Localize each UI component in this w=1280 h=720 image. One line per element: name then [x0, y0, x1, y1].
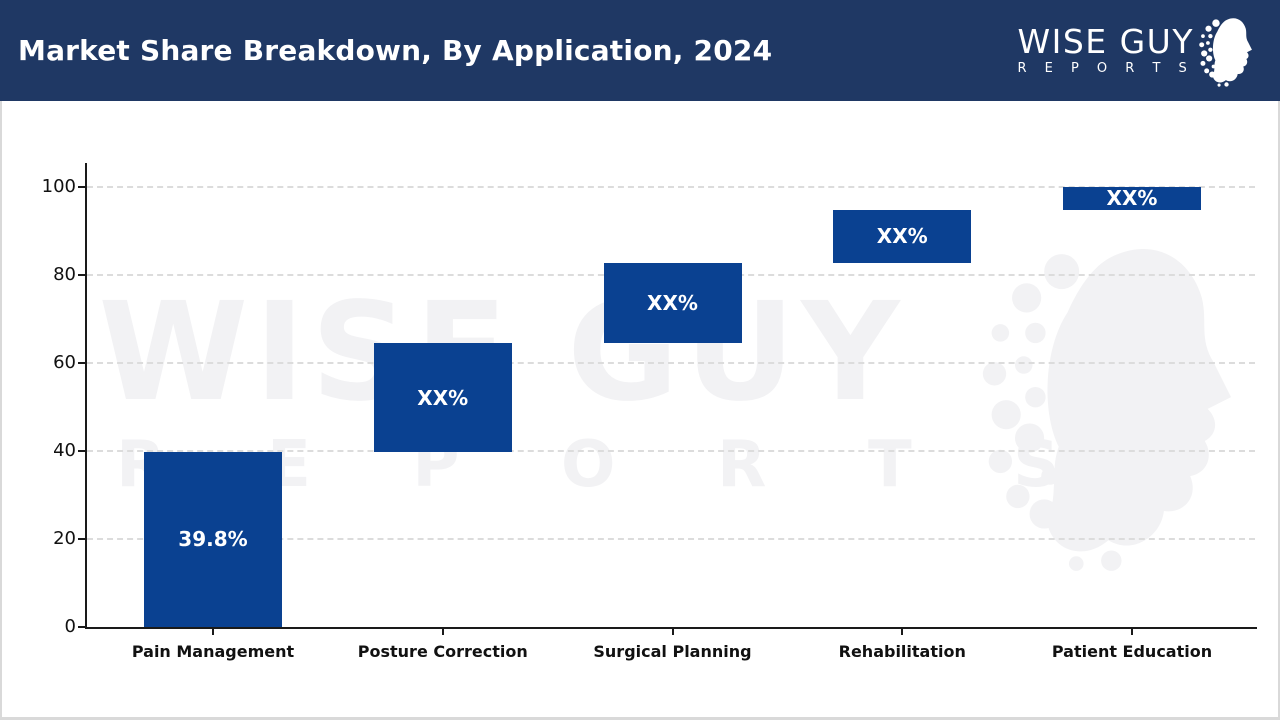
x-axis-label-surgical-planning: Surgical Planning	[593, 642, 752, 661]
logo-name: WISE GUY	[1017, 22, 1194, 62]
y-tick-mark	[78, 186, 85, 188]
x-axis-label-patient-education: Patient Education	[1051, 642, 1213, 661]
y-axis-line	[85, 163, 87, 629]
bar-pain-management: 39.8%	[144, 451, 282, 627]
y-tick-label-100: 100	[41, 176, 76, 197]
bar-surgical-planning: XX%	[603, 262, 742, 344]
bar-value-label: XX%	[876, 224, 928, 249]
x-axis-label-pain-management: Pain Management	[131, 642, 295, 661]
y-tick-label-60: 60	[53, 352, 76, 373]
x-axis-label-rehabilitation: Rehabilitation	[838, 642, 966, 661]
y-tick-mark	[78, 538, 85, 540]
chart-area: WISE GUY R E P O R T S 39.8% XX% XX% XX% XX%…	[0, 101, 1280, 720]
x-tick-mark	[1131, 629, 1133, 635]
x-tick-mark	[212, 629, 214, 635]
y-tick-label-20: 20	[53, 528, 76, 549]
x-tick-mark	[441, 629, 444, 635]
x-axis-label-posture-correction: Posture Correction	[357, 642, 528, 661]
y-tick-mark	[78, 450, 85, 452]
bar-rehabilitation: XX%	[833, 209, 972, 263]
x-tick-mark	[671, 629, 674, 635]
y-tick-label-0: 0	[64, 616, 76, 637]
logo-tagline: R E P O R T S	[1017, 60, 1194, 76]
plot-area: 39.8% XX% XX% XX% XX%	[87, 163, 1255, 627]
brand-logo: WISE GUY R E P O R T S	[1017, 13, 1260, 89]
page-title: Market Share Breakdown, By Application, …	[18, 34, 773, 67]
gridline-40	[87, 450, 1255, 452]
header-bar: Market Share Breakdown, By Application, …	[0, 0, 1280, 101]
gridline-60	[87, 362, 1255, 364]
y-tick-mark	[78, 362, 85, 364]
y-tick-label-40: 40	[53, 440, 76, 461]
logo-head-icon	[1199, 17, 1252, 87]
y-tick-label-80: 80	[53, 264, 76, 285]
gridline-100	[87, 186, 1255, 188]
bar-value-label: XX%	[417, 385, 469, 410]
bar-value-label: XX%	[1106, 186, 1158, 211]
x-tick-mark	[901, 629, 904, 635]
y-tick-mark	[78, 274, 85, 276]
bar-value-label: XX%	[647, 290, 698, 315]
y-tick-mark	[78, 626, 85, 628]
bar-patient-education: XX%	[1063, 186, 1201, 211]
bar-value-label: 39.8%	[178, 527, 248, 552]
gridline-20	[87, 538, 1255, 540]
x-axis-line	[85, 627, 1257, 629]
bar-posture-correction: XX%	[373, 343, 512, 452]
